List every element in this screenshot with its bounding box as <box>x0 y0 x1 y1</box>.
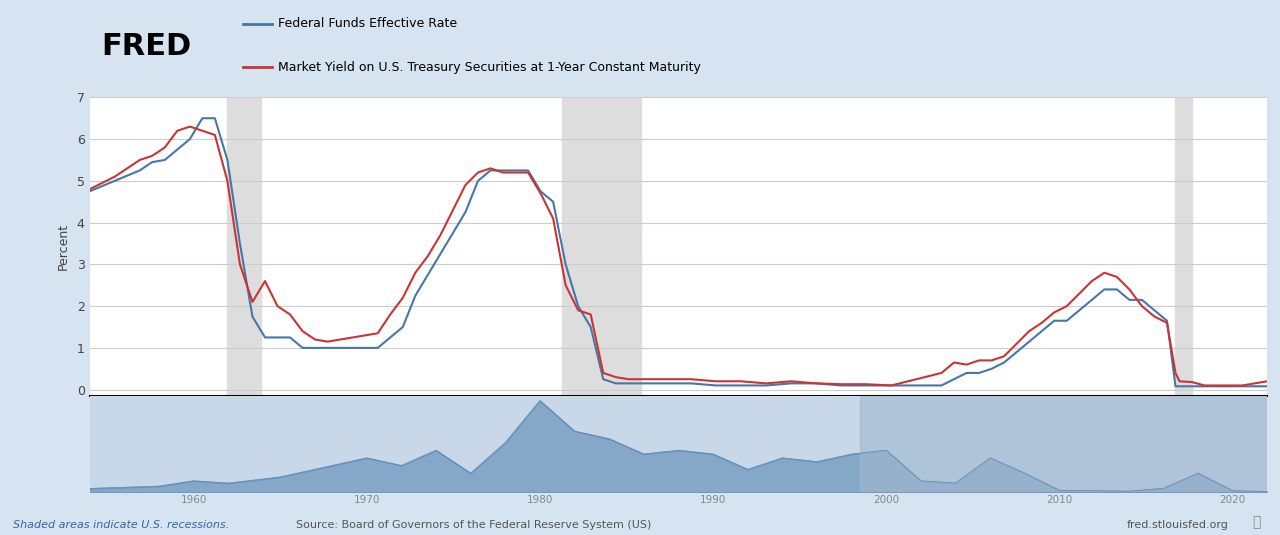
Bar <box>860 396 1267 492</box>
Text: Shaded areas indicate U.S. recessions.: Shaded areas indicate U.S. recessions. <box>13 519 229 530</box>
Bar <box>1175 97 1192 396</box>
Y-axis label: Percent: Percent <box>56 223 70 270</box>
Text: ⤢: ⤢ <box>1252 516 1261 530</box>
Bar <box>562 97 641 396</box>
Text: Market Yield on U.S. Treasury Securities at 1-Year Constant Maturity: Market Yield on U.S. Treasury Securities… <box>278 60 701 73</box>
Text: Source: Board of Governors of the Federal Reserve System (US): Source: Board of Governors of the Federa… <box>296 519 652 530</box>
Text: Federal Funds Effective Rate: Federal Funds Effective Rate <box>278 17 457 30</box>
Text: FRED: FRED <box>101 32 192 62</box>
Bar <box>228 97 261 396</box>
Text: fred.stlouisfed.org: fred.stlouisfed.org <box>1126 519 1229 530</box>
